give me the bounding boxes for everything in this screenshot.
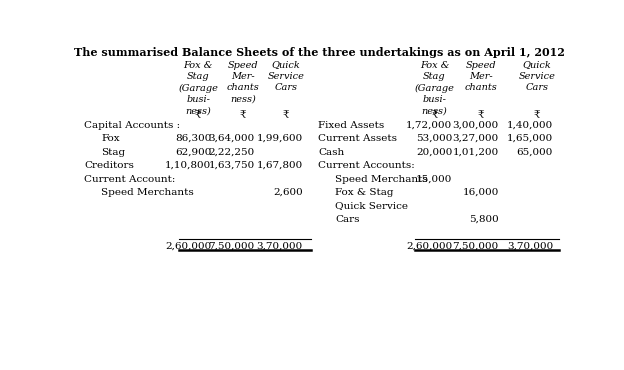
Text: 3,70,000: 3,70,000 (507, 242, 553, 251)
Text: ₹: ₹ (195, 111, 202, 120)
Text: 1,65,000: 1,65,000 (507, 134, 553, 143)
Text: ₹: ₹ (431, 111, 438, 120)
Text: 65,000: 65,000 (517, 148, 553, 157)
Text: Quick
Service
Cars: Quick Service Cars (519, 61, 555, 92)
Text: 1,10,800: 1,10,800 (165, 161, 212, 170)
Text: Capital Accounts :: Capital Accounts : (84, 121, 180, 130)
Text: Speed
Mer-
chants: Speed Mer- chants (465, 61, 497, 92)
Text: 3,27,000: 3,27,000 (452, 134, 499, 143)
Text: 15,000: 15,000 (416, 175, 452, 184)
Text: Current Assets: Current Assets (318, 134, 397, 143)
Text: The summarised Balance Sheets of the three undertakings as on April 1, 2012: The summarised Balance Sheets of the thr… (74, 47, 565, 58)
Text: Current Account:: Current Account: (84, 175, 175, 184)
Text: 1,01,200: 1,01,200 (452, 148, 499, 157)
Text: Current Accounts:: Current Accounts: (318, 161, 415, 170)
Text: Stag: Stag (101, 148, 125, 157)
Text: ₹: ₹ (534, 111, 540, 120)
Text: ₹: ₹ (478, 111, 484, 120)
Text: 5,800: 5,800 (469, 215, 499, 224)
Text: 53,000: 53,000 (416, 134, 452, 143)
Text: Fox: Fox (101, 134, 120, 143)
Text: ₹: ₹ (283, 111, 289, 120)
Text: Cars: Cars (335, 215, 360, 224)
Text: Fixed Assets: Fixed Assets (318, 121, 384, 130)
Text: 1,72,000: 1,72,000 (406, 121, 452, 130)
Text: 2,22,250: 2,22,250 (208, 148, 255, 157)
Text: Quick
Service
Cars: Quick Service Cars (267, 61, 304, 92)
Text: 3,64,000: 3,64,000 (208, 134, 255, 143)
Text: 2,60,000: 2,60,000 (165, 242, 212, 251)
Text: 1,63,750: 1,63,750 (208, 161, 255, 170)
Text: 1,40,000: 1,40,000 (507, 121, 553, 130)
Text: Speed Merchants: Speed Merchants (101, 188, 194, 197)
Text: 1,67,800: 1,67,800 (256, 161, 303, 170)
Text: 3,00,000: 3,00,000 (452, 121, 499, 130)
Text: 62,900: 62,900 (175, 148, 212, 157)
Text: 86,300: 86,300 (175, 134, 212, 143)
Text: Fox &
Stag
(Garage
busi-
ness): Fox & Stag (Garage busi- ness) (178, 61, 218, 115)
Text: Quick Service: Quick Service (335, 202, 408, 211)
Text: 16,000: 16,000 (462, 188, 499, 197)
Text: Fox & Stag: Fox & Stag (335, 188, 394, 197)
Text: 2,60,000: 2,60,000 (406, 242, 452, 251)
Text: Creditors: Creditors (84, 161, 134, 170)
Text: Cash: Cash (318, 148, 344, 157)
Text: 7,50,000: 7,50,000 (208, 242, 255, 251)
Text: 2,600: 2,600 (273, 188, 303, 197)
Text: Fox &
Stag
(Garage
busi-
ness): Fox & Stag (Garage busi- ness) (414, 61, 454, 115)
Text: 7,50,000: 7,50,000 (452, 242, 499, 251)
Text: 3,70,000: 3,70,000 (256, 242, 303, 251)
Text: 1,99,600: 1,99,600 (256, 134, 303, 143)
Text: 20,000: 20,000 (416, 148, 452, 157)
Text: Speed
Mer-
chants
ness): Speed Mer- chants ness) (227, 61, 260, 104)
Text: ₹: ₹ (240, 111, 246, 120)
Text: Speed Merchants: Speed Merchants (335, 175, 428, 184)
